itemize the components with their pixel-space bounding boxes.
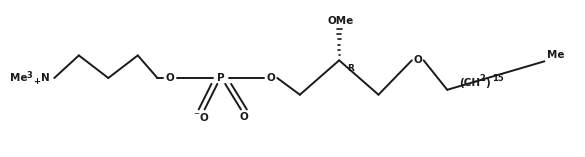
Text: Me: Me	[548, 50, 565, 60]
Text: R: R	[347, 64, 355, 73]
Text: N: N	[40, 73, 49, 83]
Text: OMe: OMe	[328, 16, 355, 26]
Text: O: O	[239, 112, 248, 122]
Text: $^{-}$O: $^{-}$O	[193, 111, 210, 123]
Text: 2: 2	[480, 74, 486, 84]
Text: ): )	[486, 78, 490, 88]
Text: (CH: (CH	[459, 78, 480, 88]
Text: O: O	[166, 73, 174, 83]
Text: P: P	[218, 73, 225, 83]
Text: O: O	[414, 55, 422, 65]
Text: O: O	[266, 73, 275, 83]
Text: Me: Me	[10, 73, 27, 83]
Text: +: +	[33, 77, 40, 87]
Text: 15: 15	[493, 74, 504, 84]
Text: 3: 3	[27, 70, 33, 80]
